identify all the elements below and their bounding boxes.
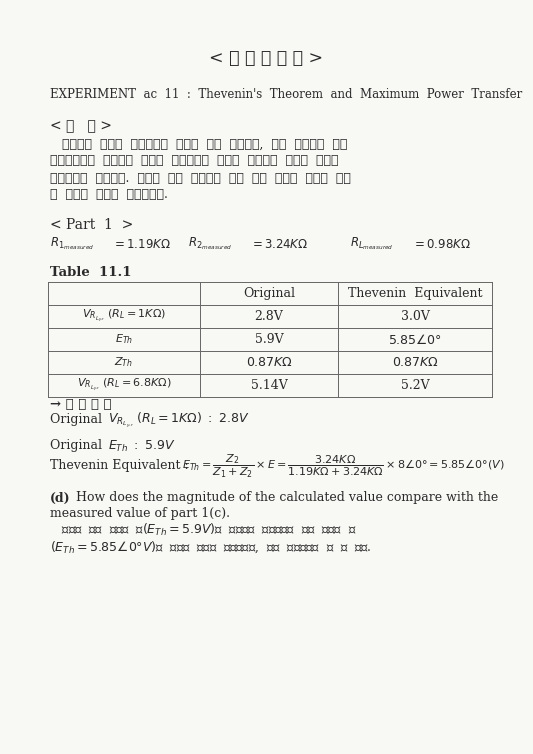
Text: 테브난의  정리를  실험에서의  측정을  통해  확인하고,  교류  회로망과  직류: 테브난의 정리를 실험에서의 측정을 통해 확인하고, 교류 회로망과 직류 <box>50 137 348 151</box>
Text: 서  실험을  통해서  공부해본다.: 서 실험을 통해서 공부해본다. <box>50 188 168 201</box>
Text: $R_{L_{measured}}$: $R_{L_{measured}}$ <box>350 236 394 253</box>
Text: 비교해보고  공부한다.  그리고  교류  회로에서  최대  전력  전달의  정의에  대해: 비교해보고 공부한다. 그리고 교류 회로에서 최대 전력 전달의 정의에 대해 <box>50 171 351 185</box>
Text: measured value of part 1(c).: measured value of part 1(c). <box>50 507 230 520</box>
Text: Table  11.1: Table 11.1 <box>50 265 132 278</box>
Text: $E_{Th}$: $E_{Th}$ <box>115 333 133 346</box>
Text: 3.0V: 3.0V <box>401 310 430 323</box>
Text: < 목   적 >: < 목 적 > <box>50 119 112 133</box>
Text: $= 1.19K\Omega$: $= 1.19K\Omega$ <box>112 238 171 250</box>
Text: Original: Original <box>50 440 114 452</box>
Text: $V_{R_{L_{y\text{-}r}}}\ (R_L = 1K\Omega)$: $V_{R_{L_{y\text{-}r}}}\ (R_L = 1K\Omega… <box>82 308 166 325</box>
Text: How does the magnitude of the calculated value compare with the: How does the magnitude of the calculated… <box>72 492 498 504</box>
Text: $R_{1_{measured}}$: $R_{1_{measured}}$ <box>50 236 94 253</box>
Text: Thevenin  Equivalent: Thevenin Equivalent <box>348 287 482 300</box>
Text: Original: Original <box>50 413 114 427</box>
Text: $E_{Th} = \dfrac{Z_2}{Z_1+Z_2} \times E = \dfrac{3.24K\Omega}{1.19K\Omega + 3.24: $E_{Th} = \dfrac{Z_2}{Z_1+Z_2} \times E … <box>182 452 505 480</box>
Text: < 결 과 보 고 서 >: < 결 과 보 고 서 > <box>209 50 324 66</box>
Text: 5.9V: 5.9V <box>255 333 284 346</box>
Text: < Part  1  >: < Part 1 > <box>50 218 133 232</box>
Text: Thevenin Equivalent :: Thevenin Equivalent : <box>50 459 197 473</box>
Text: $0.87K\Omega$: $0.87K\Omega$ <box>392 356 438 369</box>
Text: $5.85\angle 0°$: $5.85\angle 0°$ <box>388 333 442 347</box>
Text: $V_{R_{L_{y\text{-}r}}}\ (R_L = 1K\Omega)\ :\ 2.8V$: $V_{R_{L_{y\text{-}r}}}\ (R_L = 1K\Omega… <box>108 410 249 430</box>
Text: 5.2V: 5.2V <box>401 379 429 392</box>
Text: $= 0.98K\Omega$: $= 0.98K\Omega$ <box>412 238 471 250</box>
Text: $E_{Th}\ :\ 5.9V$: $E_{Th}\ :\ 5.9V$ <box>108 438 175 454</box>
Text: 실험을  통해  측정된  값$(E_{Th}=5.9V)$과  테브난의  등가회로를  통해  계산된  값: 실험을 통해 측정된 값$(E_{Th}=5.9V)$과 테브난의 등가회로를 … <box>50 522 357 538</box>
Text: 2.8V: 2.8V <box>255 310 284 323</box>
Text: 회로망에서의  테브난의  정리를  적용하는데  있어서  차이점을  실험을  통해서: 회로망에서의 테브난의 정리를 적용하는데 있어서 차이점을 실험을 통해서 <box>50 155 338 167</box>
Text: $= 3.24K\Omega$: $= 3.24K\Omega$ <box>250 238 308 250</box>
Text: $V_{R_{L_{y\text{-}r}}}\ (R_L = 6.8K\Omega)$: $V_{R_{L_{y\text{-}r}}}\ (R_L = 6.8K\Ome… <box>77 377 171 394</box>
Text: 5.14V: 5.14V <box>251 379 287 392</box>
Text: Original: Original <box>243 287 295 300</box>
Text: → 계 산 과 정: → 계 산 과 정 <box>50 399 111 412</box>
Text: EXPERIMENT  ac  11  :  Thevenin's  Theorem  and  Maximum  Power  Transfer: EXPERIMENT ac 11 : Thevenin's Theorem an… <box>50 87 522 100</box>
Text: $Z_{Th}$: $Z_{Th}$ <box>115 356 133 369</box>
Text: $0.87K\Omega$: $0.87K\Omega$ <box>246 356 293 369</box>
Text: $R_{2_{measured}}$: $R_{2_{measured}}$ <box>188 236 232 253</box>
Text: $(E_{Th}=5.85\angle 0°V)$은  약간의  오차가  발생하지만,  거의  일치한다고  볼  수  있다.: $(E_{Th}=5.85\angle 0°V)$은 약간의 오차가 발생하지만… <box>50 539 372 555</box>
Text: (d): (d) <box>50 492 71 504</box>
